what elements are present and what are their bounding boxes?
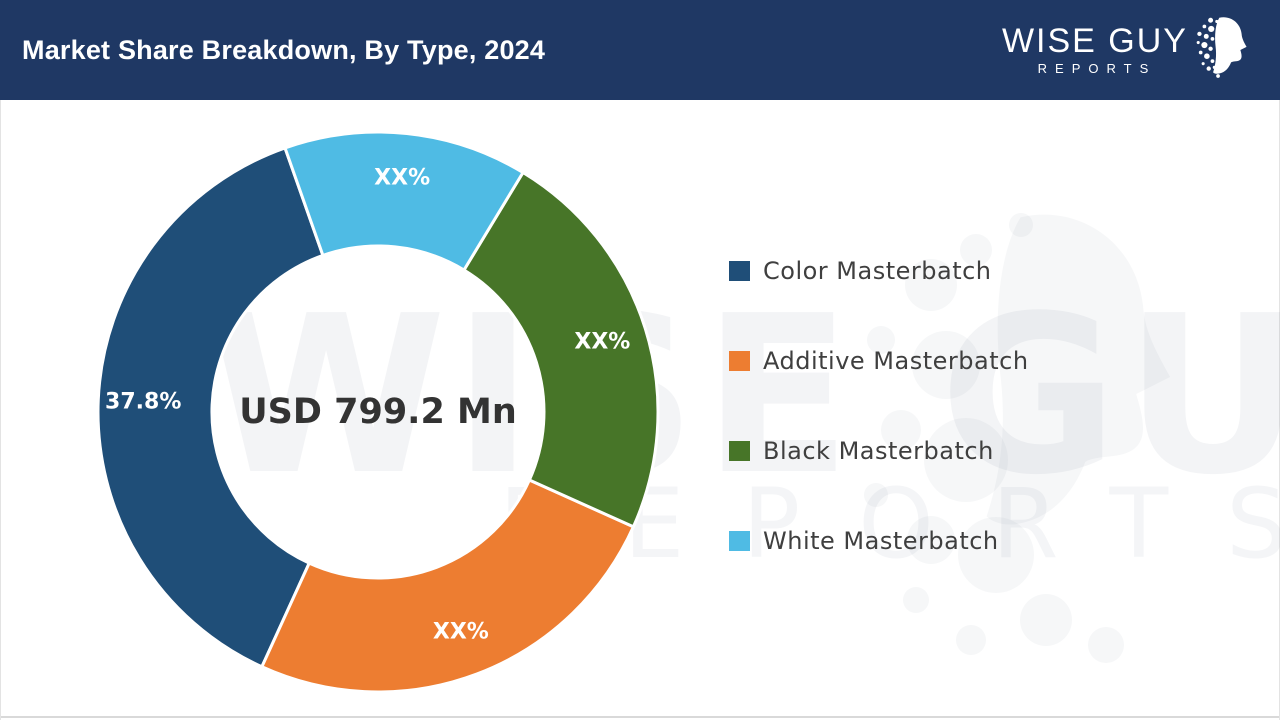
logo-wordmark-line1: WISE GUY	[1001, 22, 1188, 60]
logo-face-icon	[1196, 17, 1247, 78]
legend-label: White Masterbatch	[763, 527, 999, 555]
donut-segment-color-masterbatch	[96, 146, 325, 669]
legend-item-color-masterbatch: Color Masterbatch	[729, 244, 1029, 298]
legend-label: Black Masterbatch	[763, 437, 994, 465]
header-bar: Market Share Breakdown, By Type, 2024 WI…	[0, 0, 1280, 100]
chart-area: WISE GUY REPORTS 37.8%XX%XX%XX% USD 79	[0, 100, 1280, 720]
donut-segment-white-masterbatch	[283, 130, 525, 272]
legend-swatch	[729, 261, 750, 281]
center-value: USD 799.2 Mn	[239, 392, 517, 432]
legend-label: Additive Masterbatch	[763, 347, 1029, 375]
legend-item-additive-masterbatch: Additive Masterbatch	[729, 334, 1029, 388]
bottom-divider	[1, 716, 1279, 718]
segment-label-black-masterbatch: XX%	[574, 329, 631, 355]
page-title: Market Share Breakdown, By Type, 2024	[22, 34, 546, 65]
donut-segment-black-masterbatch	[462, 171, 660, 529]
legend-item-black-masterbatch: Black Masterbatch	[729, 424, 1029, 478]
logo-wordmark: WISE GUY REPORTS	[1002, 24, 1188, 76]
brand-logo: WISE GUY REPORTS	[1002, 11, 1254, 89]
legend: Color Masterbatch Additive Masterbatch Bla…	[729, 244, 1029, 604]
donut-segment-additive-masterbatch	[260, 478, 635, 694]
legend-swatch	[729, 441, 750, 461]
legend-label: Color Masterbatch	[763, 257, 992, 285]
donut-chart	[96, 130, 660, 694]
legend-item-white-masterbatch: White Masterbatch	[729, 514, 1029, 568]
segment-label-additive-masterbatch: XX%	[432, 619, 489, 645]
logo-wordmark-line2: REPORTS	[1037, 61, 1157, 76]
legend-swatch	[729, 531, 750, 551]
legend-swatch	[729, 351, 750, 371]
segment-label-white-masterbatch: XX%	[374, 165, 431, 191]
segment-label-color-masterbatch: 37.8%	[105, 389, 182, 415]
